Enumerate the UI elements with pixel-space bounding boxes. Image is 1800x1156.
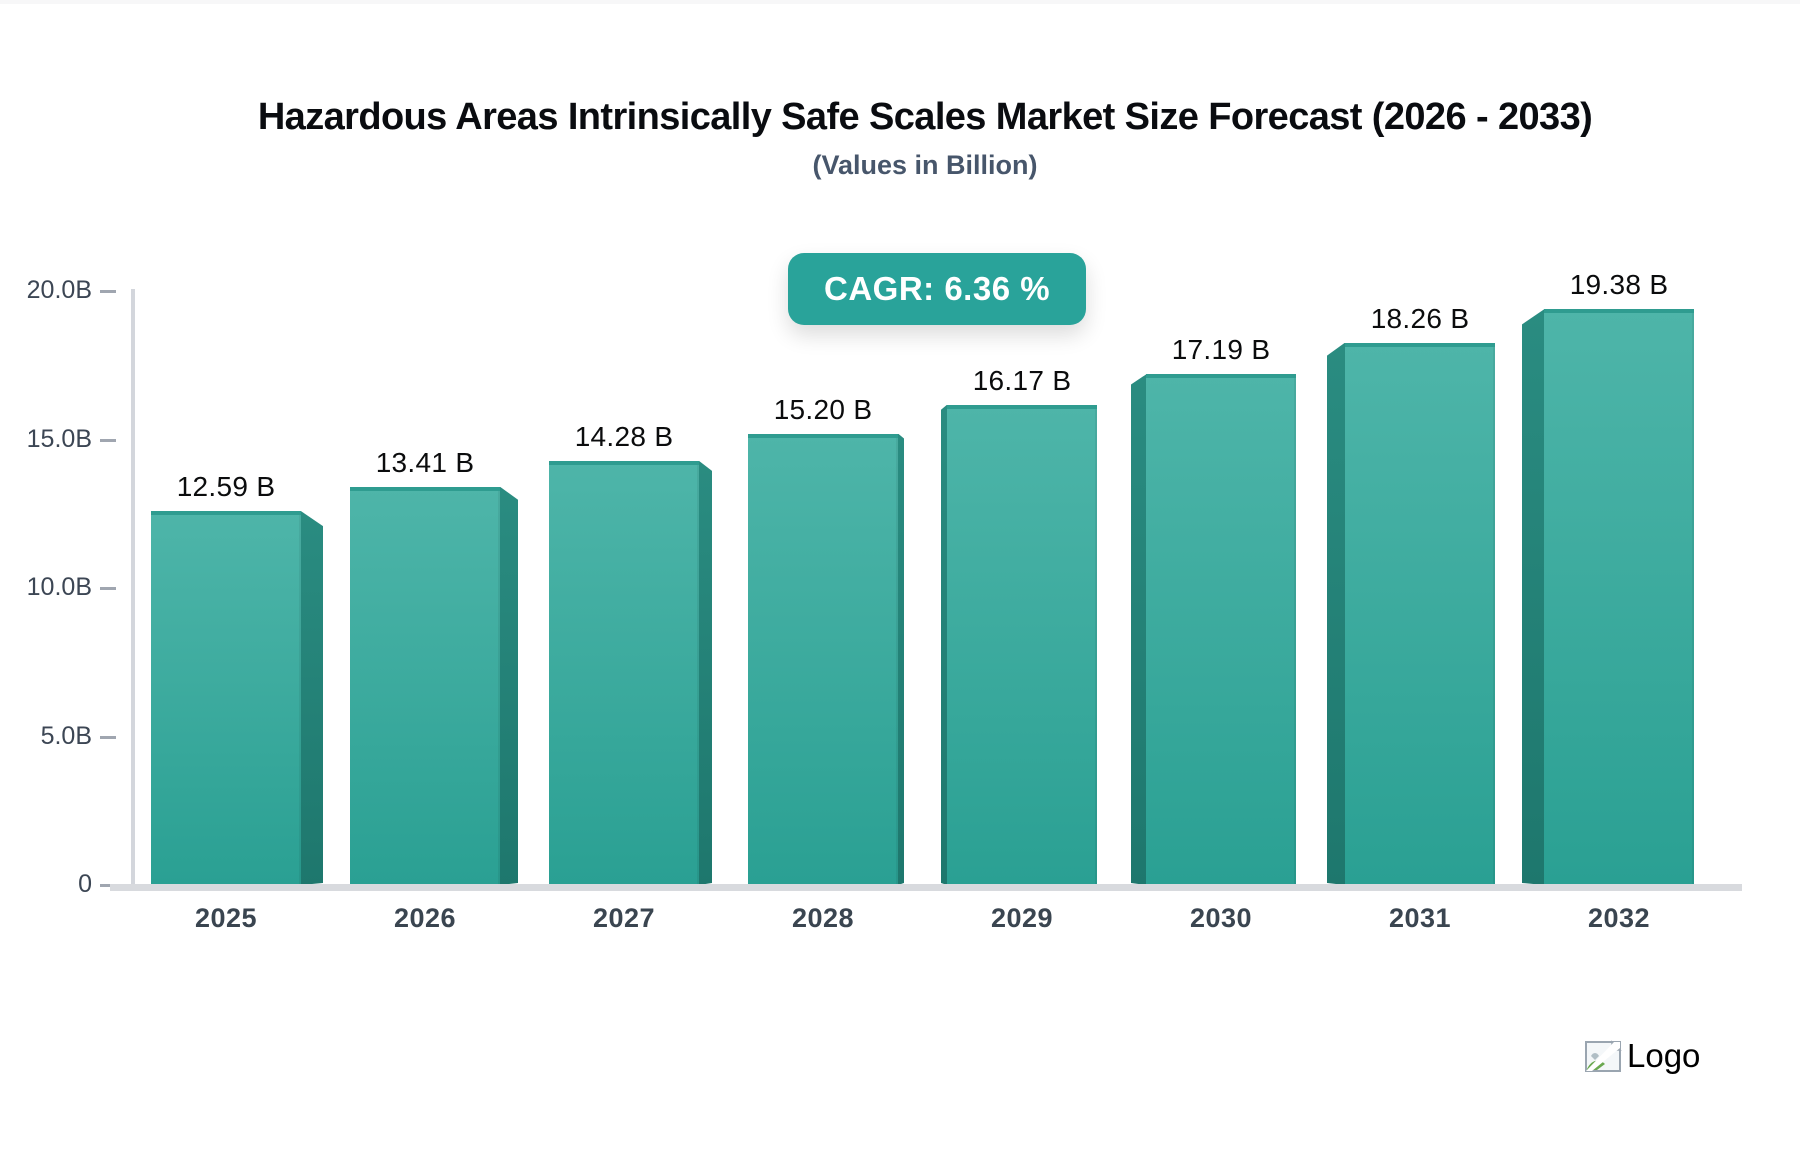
broken-image-icon [1583, 1040, 1625, 1074]
bar-value-label: 16.17 B [972, 364, 1072, 396]
bar-value-label: 19.38 B [1569, 269, 1669, 301]
y-axis-tick [100, 884, 116, 887]
bar [549, 460, 699, 885]
y-axis-tick-label: 5.0B [40, 721, 92, 750]
y-axis-tick-label: 15.0B [26, 424, 92, 453]
x-axis-label: 2029 [990, 903, 1054, 933]
x-axis-label: 2032 [1587, 903, 1651, 933]
logo: Logo [1583, 1037, 1701, 1074]
bar [748, 433, 898, 885]
x-axis-label: 2031 [1388, 903, 1452, 933]
chart-title: Hazardous Areas Intrinsically Safe Scale… [257, 96, 1593, 138]
y-axis-tick [100, 290, 116, 293]
x-axis-label: 2027 [592, 903, 656, 933]
bar-side-face [699, 461, 712, 885]
y-axis-tick-label: 0 [78, 870, 92, 898]
bar-top-edge [1345, 342, 1495, 347]
bar-value-label: 15.20 B [773, 393, 873, 425]
bar-top-edge [748, 433, 898, 438]
bar-top-edge [549, 460, 699, 465]
x-axis-label: 2030 [1189, 903, 1253, 933]
bar-side-face [1522, 309, 1544, 885]
bar-side-face [500, 487, 518, 885]
bar-top-edge [151, 511, 301, 516]
cagr-badge: CAGR: 6.36 % [788, 253, 1087, 325]
chart-subtitle: (Values in Billion) [812, 150, 1038, 180]
bar-side-face [1131, 374, 1146, 885]
bar-value-label: 14.28 B [574, 420, 674, 452]
bar-side-face [898, 434, 904, 885]
bar [1345, 342, 1495, 885]
y-axis-tick [100, 735, 116, 739]
y-axis-tick [100, 438, 116, 442]
logo-label: Logo [1627, 1037, 1701, 1074]
bar-value-label: 17.19 B [1171, 334, 1271, 366]
bar-side-face [941, 405, 947, 885]
bar-side-face [301, 511, 323, 885]
bar [1146, 374, 1296, 885]
x-axis-label: 2028 [791, 903, 855, 933]
page-top-strip [0, 0, 1800, 4]
y-axis-tick-label: 10.0B [26, 573, 92, 601]
bar-top-edge [947, 404, 1097, 409]
x-axis-label: 2026 [393, 903, 457, 933]
bar-value-label: 12.59 B [176, 471, 276, 503]
y-axis-tick [100, 587, 116, 590]
bar [350, 486, 500, 885]
bar-top-edge [1146, 374, 1296, 379]
y-axis-tick-label: 20.0B [26, 276, 92, 304]
bar-top-edge [350, 486, 500, 491]
x-axis-label: 2025 [194, 903, 258, 933]
bar [947, 404, 1097, 885]
bar-value-label: 18.26 B [1370, 302, 1470, 334]
bar-side-face [1327, 343, 1345, 885]
x-axis-baseline [110, 884, 1742, 891]
bar-top-edge [1544, 309, 1694, 314]
bar [151, 511, 301, 885]
y-axis-line [131, 289, 135, 891]
bar-value-label: 13.41 B [375, 446, 475, 478]
bar [1544, 309, 1694, 885]
